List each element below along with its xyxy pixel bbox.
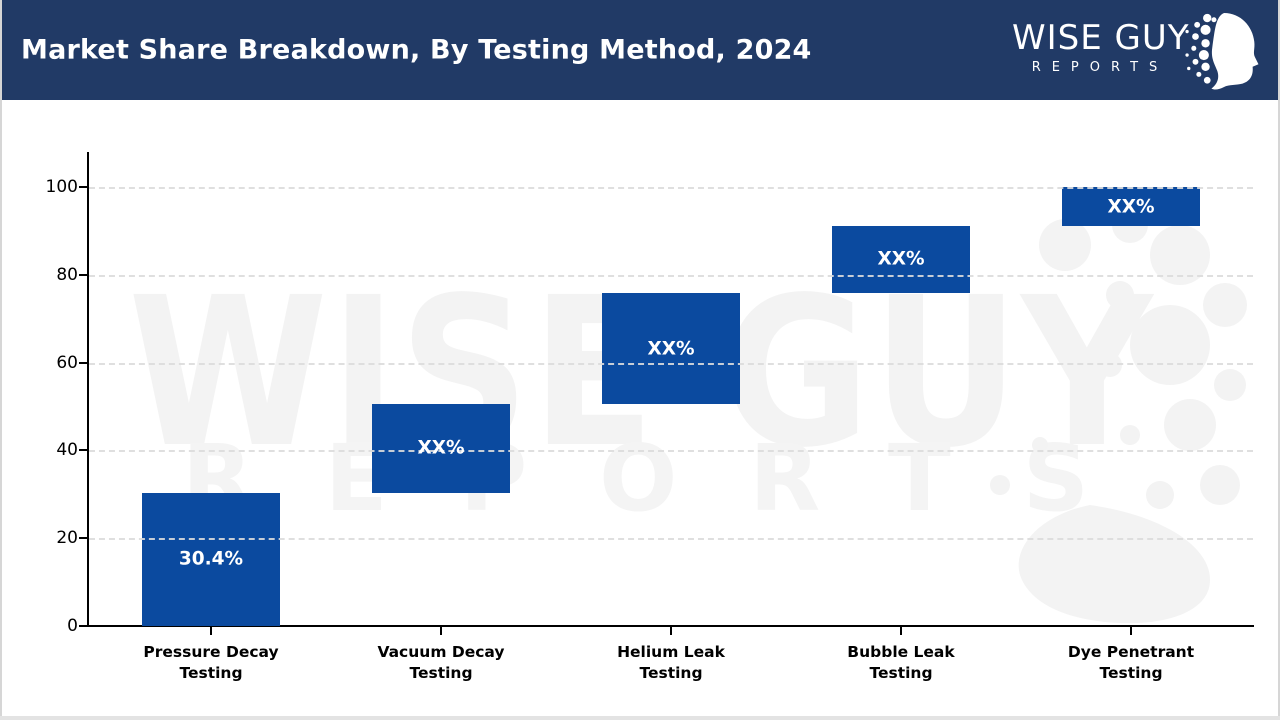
y-tick-label: 20 [56,528,78,549]
y-axis-tick [79,449,87,452]
bar-value-label: XX% [1107,196,1155,218]
grid-line [89,187,1253,189]
wise-guy-logo: WISE GUY REPORTS [1012,8,1262,92]
bottom-strip [0,716,1280,720]
chart-area: 0 20 40 60 80 100 30.4% Pressure Decay Testing XX… [0,100,1280,716]
x-category-label: Helium Leak Testing [617,643,725,682]
y-axis-tick [79,273,87,276]
y-axis-tick [79,537,87,540]
bar [832,226,970,293]
y-axis-tick [79,625,87,627]
y-axis-tick [79,361,87,364]
bar-value-label: XX% [877,248,925,270]
logo-text: WISE GUY REPORTS [1012,18,1190,75]
x-category-label: Dye Penetrant Testing [1067,643,1195,682]
grid-line [89,538,1253,541]
y-tick-label: 100 [45,177,78,197]
logo-head-icon [1185,13,1259,90]
grid-line [89,450,1253,453]
y-tick-label: 0 [67,616,78,636]
watermark-subtitle: REPORTS [182,425,1162,532]
bar-value-label: XX% [417,437,465,459]
y-tick-label: 60 [56,352,78,373]
logo-wordmark: WISE GUY [1012,18,1190,58]
x-axis-tick [210,627,212,635]
bar-value-label: XX% [647,338,695,360]
logo-subtitle: REPORTS [1031,60,1169,75]
y-axis-spine [87,152,89,627]
x-category-label: Bubble Leak Testing [847,643,955,682]
header-bar: Market Share Breakdown, By Testing Metho… [0,0,1280,100]
y-tick-label: 40 [56,440,78,461]
bar [142,492,280,626]
bar [602,292,740,405]
bar [372,404,510,493]
y-tick-label: 80 [56,264,78,285]
x-axis-spine [87,625,1254,627]
bar [1062,187,1200,227]
x-axis-tick [1130,627,1132,635]
page-title: Market Share Breakdown, By Testing Metho… [21,34,812,66]
grid-line [89,274,1253,277]
x-axis-tick [900,627,902,635]
x-category-label: Pressure Decay Testing [143,643,279,682]
bar-value-label: 30.4% [178,548,244,570]
x-axis-tick [440,627,442,635]
x-category-label: Vacuum Decay Testing [377,643,505,682]
y-axis-tick [79,186,87,188]
x-axis-tick [670,627,672,635]
watermark-head-icon [990,207,1247,624]
grid-line [89,362,1253,365]
